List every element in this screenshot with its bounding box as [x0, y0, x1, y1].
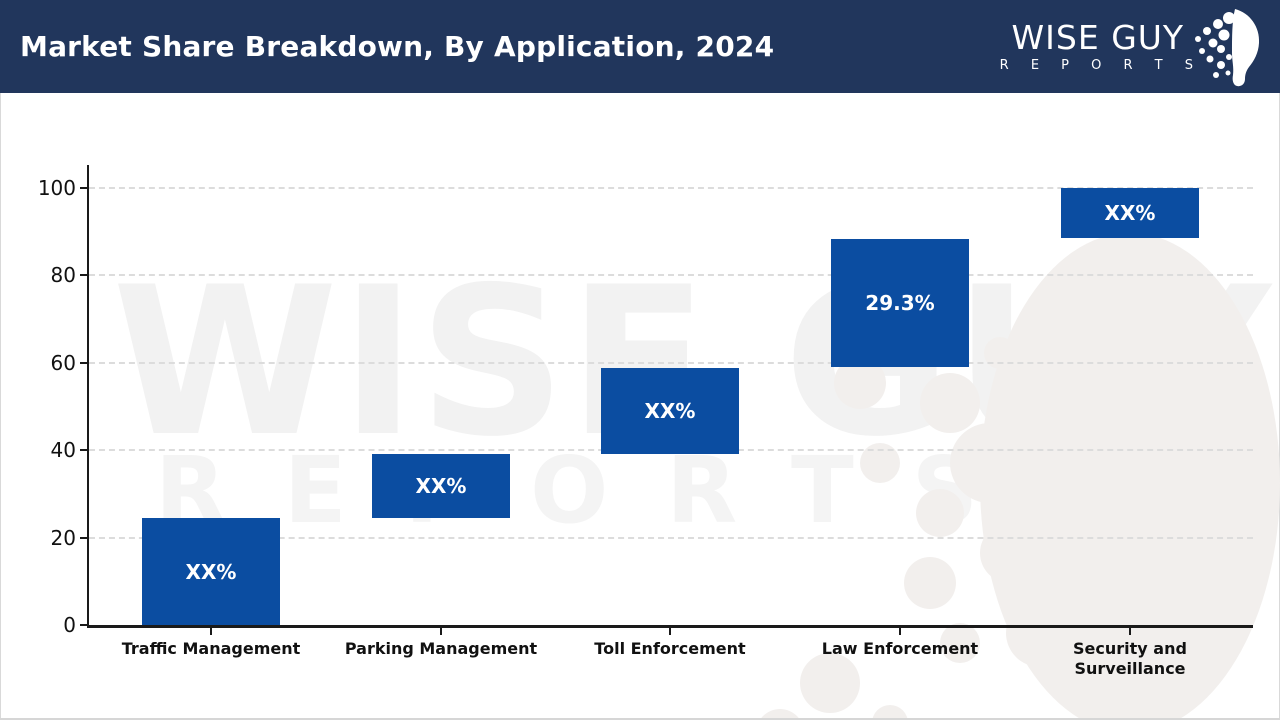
x-axis-tick: [210, 628, 212, 635]
bar-law-enforcement: 29.3%: [831, 238, 969, 367]
bar-value-label: 29.3%: [865, 290, 935, 315]
y-axis-line: [87, 165, 89, 627]
x-axis-tick: [1129, 628, 1131, 635]
x-axis-tick: [899, 628, 901, 635]
x-category-label: Traffic Management: [121, 639, 301, 658]
bar-security-and-surveillance: XX%: [1061, 187, 1199, 239]
y-axis-tick: [80, 274, 87, 276]
x-category-label: Parking Management: [344, 639, 538, 658]
y-axis-tick: [80, 186, 87, 189]
y-tick-label: 100: [37, 175, 76, 200]
x-category-label: Security and Surveillance: [1073, 639, 1187, 678]
header: Market Share Breakdown, By Application, …: [0, 0, 1280, 93]
wise-guy-reports-logo: WISE GUY R E P O R T S: [994, 5, 1262, 89]
y-tick-label: 20: [50, 525, 76, 550]
y-axis-tick: [80, 624, 87, 626]
chart-title: Market Share Breakdown, By Application, …: [20, 30, 775, 63]
bar-value-label: XX%: [185, 559, 237, 584]
bar-parking-management: XX%: [372, 454, 510, 518]
y-tick-label: 60: [50, 350, 76, 375]
y-axis-tick: [80, 361, 87, 364]
y-axis-tick: [80, 449, 87, 451]
gridline: [89, 274, 1253, 276]
bar-value-label: XX%: [1104, 200, 1156, 225]
x-axis-tick: [669, 628, 671, 635]
bar-value-label: XX%: [644, 398, 696, 423]
logo-face-icon: [1195, 8, 1260, 86]
x-category-label: Law Enforcement: [821, 639, 979, 658]
y-tick-label: 0: [63, 613, 76, 637]
x-axis-tick: [440, 628, 442, 635]
gridline: [89, 361, 1253, 364]
bar-traffic-management: XX%: [142, 518, 280, 625]
bar-toll-enforcement: XX%: [601, 367, 739, 454]
y-axis-tick: [80, 536, 87, 539]
x-category-label: Toll Enforcement: [594, 639, 746, 658]
y-tick-label: 80: [50, 263, 76, 287]
logo-reports-label: R E P O R T S: [999, 58, 1202, 73]
bar-value-label: XX%: [415, 474, 467, 499]
logo-wiseguy-label: WISE GUY: [1011, 18, 1185, 57]
x-axis-line: [87, 625, 1253, 628]
gridline: [89, 186, 1253, 189]
gridline: [89, 536, 1253, 539]
logo-text: WISE GUY R E P O R T S: [994, 21, 1202, 72]
y-tick-label: 40: [50, 438, 76, 462]
